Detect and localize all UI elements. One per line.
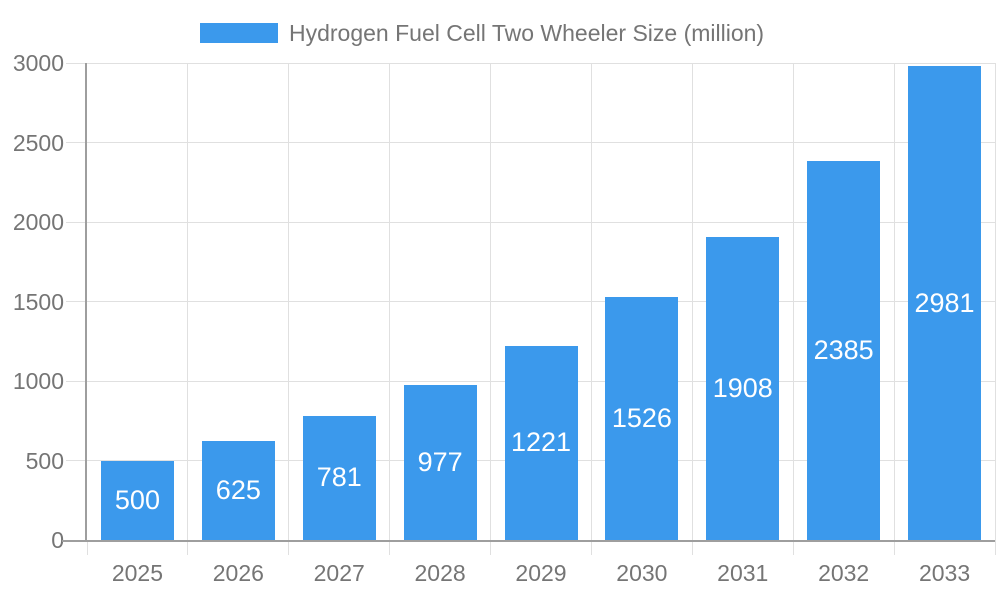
gridline-horizontal <box>87 142 995 143</box>
bar-2032[interactable]: 2385 <box>807 160 881 540</box>
gridline-vertical <box>490 63 492 540</box>
gridline-vertical <box>893 63 895 540</box>
x-axis-tick <box>893 540 895 555</box>
bar-2029[interactable]: 1221 <box>504 345 578 540</box>
x-axis-tick <box>792 540 794 555</box>
y-axis-tick <box>66 62 87 64</box>
bar-2030[interactable]: 1526 <box>605 297 679 540</box>
bar-value-label: 1526 <box>611 403 672 434</box>
x-axis-label: 2030 <box>616 560 668 586</box>
gridline-vertical <box>288 63 290 540</box>
x-axis-label: 2028 <box>414 560 466 586</box>
legend-color-swatch <box>200 23 278 43</box>
bar-value-label: 977 <box>417 446 463 477</box>
legend-label: Hydrogen Fuel Cell Two Wheeler Size (mil… <box>289 20 765 46</box>
gridline-vertical <box>187 63 189 540</box>
bar-2027[interactable]: 781 <box>302 415 376 540</box>
y-axis-label: 2500 <box>12 129 64 156</box>
bar-value-label: 2981 <box>914 287 975 318</box>
y-axis-tick <box>66 460 87 461</box>
gridline-vertical <box>792 63 794 540</box>
bar-2028[interactable]: 977 <box>403 384 477 540</box>
gridline-horizontal <box>87 301 995 302</box>
bar-value-label: 2385 <box>813 334 874 365</box>
x-axis-tick <box>389 540 391 555</box>
gridline-horizontal <box>87 62 995 64</box>
x-axis-label: 2027 <box>313 560 365 586</box>
x-axis-label: 2026 <box>212 560 264 586</box>
y-axis-label: 500 <box>25 447 64 474</box>
x-axis-label: 2025 <box>111 560 164 586</box>
bar-value-label: 1908 <box>712 372 773 403</box>
y-axis-label: 1500 <box>12 288 64 315</box>
gridline-horizontal <box>87 221 995 223</box>
y-axis-tick <box>66 301 87 302</box>
x-axis-label: 2032 <box>818 560 870 586</box>
y-axis-label: 2000 <box>12 209 64 235</box>
y-axis-label: 1000 <box>12 368 64 394</box>
legend-item[interactable]: Hydrogen Fuel Cell Two Wheeler Size (mil… <box>200 20 764 46</box>
bar-2033[interactable]: 2981 <box>908 66 982 540</box>
x-axis-label: 2031 <box>717 560 769 586</box>
x-axis-tick <box>490 540 492 555</box>
y-axis-tick <box>66 380 87 382</box>
y-axis-label: 3000 <box>12 50 64 76</box>
bar-2031[interactable]: 1908 <box>706 236 780 540</box>
x-axis-tick <box>288 540 290 555</box>
bar-value-label: 781 <box>316 462 362 493</box>
x-axis-tick <box>994 540 996 555</box>
x-axis-tick <box>691 540 693 555</box>
y-axis-tick <box>66 142 87 143</box>
x-axis-label: 2033 <box>918 560 971 586</box>
x-axis-label: 2029 <box>515 560 567 586</box>
x-axis-tick <box>86 540 88 555</box>
bar-2026[interactable]: 625 <box>201 440 275 540</box>
gridline-vertical <box>691 63 693 540</box>
gridline-vertical <box>994 63 996 540</box>
y-axis-tick <box>66 221 87 223</box>
bar-2025[interactable]: 500 <box>100 460 174 540</box>
y-axis-label: 0 <box>51 527 64 553</box>
x-axis-tick <box>187 540 189 555</box>
gridline-vertical <box>590 63 592 540</box>
x-axis-tick <box>590 540 592 555</box>
bar-value-label: 500 <box>114 484 160 515</box>
x-axis-line <box>62 540 995 542</box>
y-axis-line <box>85 63 87 540</box>
bar-value-label: 1221 <box>510 427 572 458</box>
bar-value-label: 625 <box>215 474 261 505</box>
gridline-vertical <box>389 63 391 540</box>
